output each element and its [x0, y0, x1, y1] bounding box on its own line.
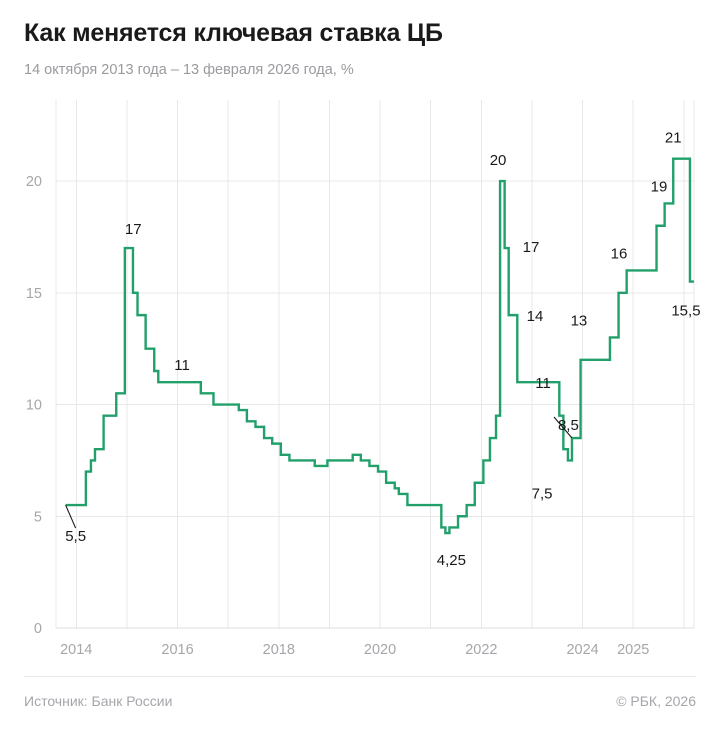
chart-plot-area: 0 5 10 15 20 2014 2016 2018 2020 2022 2024 2025 5,5 1…: [0, 96, 720, 666]
page-title: Как меняется ключевая ставка ЦБ: [24, 19, 443, 47]
data-point-label: 15,5: [671, 303, 700, 320]
data-point-label: 17: [125, 221, 142, 238]
x-axis-tick-label: 2018: [263, 642, 295, 658]
data-point-label: 17: [523, 239, 540, 256]
data-point-label: 21: [665, 130, 682, 147]
x-axis-tick-label: 2022: [465, 642, 497, 658]
y-axis-tick-label: 0: [34, 621, 42, 637]
x-axis-tick-label: 2014: [60, 642, 92, 658]
label-leader-line: [65, 504, 77, 529]
chart-subtitle: 14 октября 2013 года – 13 февраля 2026 г…: [24, 61, 354, 78]
y-axis-tick-label: 10: [26, 398, 42, 414]
y-axis-tick-label: 20: [26, 174, 42, 190]
data-point-label: 5,5: [65, 528, 86, 545]
data-point-label: 11: [535, 375, 551, 392]
x-axis-tick-label: 2020: [364, 642, 396, 658]
data-point-label: 4,25: [437, 552, 466, 569]
series-line-key-rate: [65, 157, 694, 535]
label-leader-line: [553, 416, 573, 439]
data-point-label: 8,5: [558, 417, 579, 434]
y-axis-tick-label: 5: [34, 509, 42, 525]
data-point-label: 19: [651, 178, 668, 195]
data-point-label: 7,5: [532, 485, 553, 502]
data-point-label: 11: [174, 357, 190, 374]
chart-header: Как меняется ключевая ставка ЦБ 14 октяб…: [24, 19, 696, 79]
y-axis-tick-label: 15: [26, 286, 42, 302]
x-axis-tick-label: 2025: [617, 642, 649, 658]
data-point-label: 13: [571, 312, 588, 329]
copyright-note: © РБК, 2026: [616, 693, 696, 709]
source-note: Источник: Банк России: [24, 693, 173, 709]
chart-footer: Источник: Банк России © РБК, 2026: [24, 676, 696, 709]
data-point-label: 14: [527, 308, 544, 325]
x-axis-tick-label: 2024: [566, 642, 598, 658]
data-point-label: 16: [611, 245, 628, 262]
x-axis-tick-label: 2016: [161, 642, 193, 658]
data-point-label: 20: [490, 152, 507, 169]
